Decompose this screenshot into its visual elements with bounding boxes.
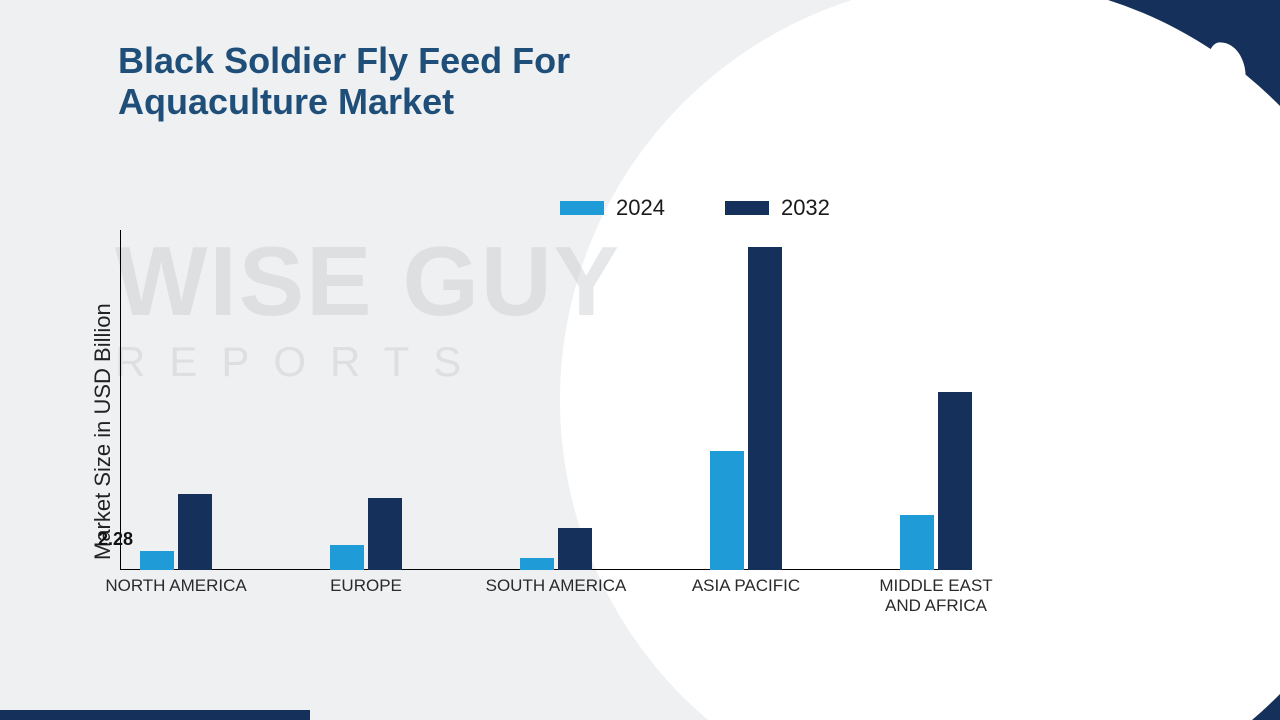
y-axis-line: [120, 230, 121, 570]
legend-label: 2032: [781, 195, 830, 221]
category-label: EUROPE: [295, 576, 437, 596]
bar: [900, 515, 934, 570]
bar-chart: NORTH AMERICAEUROPESOUTH AMERICAASIA PAC…: [120, 230, 940, 570]
category-label: NORTH AMERICA: [105, 576, 247, 596]
bar: [140, 551, 174, 570]
legend-label: 2024: [616, 195, 665, 221]
category-label: ASIA PACIFIC: [675, 576, 817, 596]
bar: [368, 498, 402, 570]
brand-sub: REPORTS: [990, 89, 1160, 105]
legend: 2024 2032: [560, 195, 830, 221]
legend-swatch: [560, 201, 604, 215]
bar: [558, 528, 592, 571]
bar: [520, 558, 554, 570]
value-annotation: 2.28: [98, 529, 133, 550]
footer-accent-bar: [0, 710, 310, 720]
y-axis-label: Market Size in USD Billion: [90, 303, 116, 560]
bar: [710, 451, 744, 570]
legend-item: 2032: [725, 195, 830, 221]
legend-item: 2024: [560, 195, 665, 221]
brand-logo-text: WISE GUY REPORTS: [990, 50, 1160, 105]
bar: [938, 392, 972, 571]
category-label: MIDDLE EAST AND AFRICA: [865, 576, 1007, 615]
brand-main: WISE GUY: [990, 50, 1160, 89]
chart-title: Black Soldier Fly Feed For Aquaculture M…: [118, 40, 758, 123]
category-label: SOUTH AMERICA: [485, 576, 627, 596]
legend-swatch: [725, 201, 769, 215]
brand-head-icon: [1172, 36, 1252, 116]
bar: [178, 494, 212, 571]
bar: [330, 545, 364, 571]
stage: WISE GUY REPORTS Black Soldier Fly Feed …: [0, 0, 1280, 720]
bar: [748, 247, 782, 570]
